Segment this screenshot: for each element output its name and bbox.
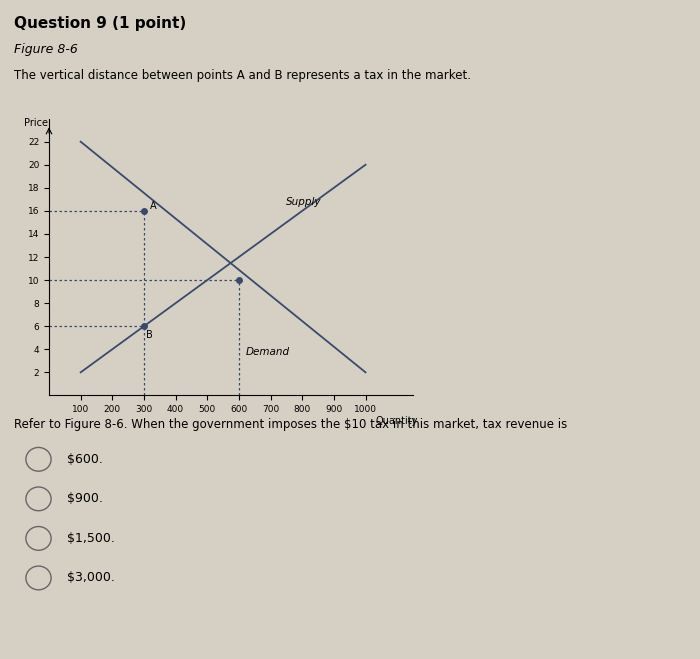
Text: $1,500.: $1,500. — [66, 532, 114, 545]
Text: A: A — [150, 200, 156, 211]
Text: Supply: Supply — [286, 197, 322, 207]
Text: $900.: $900. — [66, 492, 102, 505]
Text: $600.: $600. — [66, 453, 102, 466]
Text: Price: Price — [24, 118, 48, 128]
Text: $3,000.: $3,000. — [66, 571, 114, 585]
Text: Demand: Demand — [245, 347, 289, 357]
Text: B: B — [146, 330, 153, 340]
Text: Quantity: Quantity — [376, 416, 419, 426]
Text: Question 9 (1 point): Question 9 (1 point) — [14, 16, 186, 32]
Text: Refer to Figure 8-6. When the government imposes the $10 tax in this market, tax: Refer to Figure 8-6. When the government… — [14, 418, 567, 432]
Text: Figure 8-6: Figure 8-6 — [14, 43, 78, 56]
Text: The vertical distance between points A and B represents a tax in the market.: The vertical distance between points A a… — [14, 69, 471, 82]
